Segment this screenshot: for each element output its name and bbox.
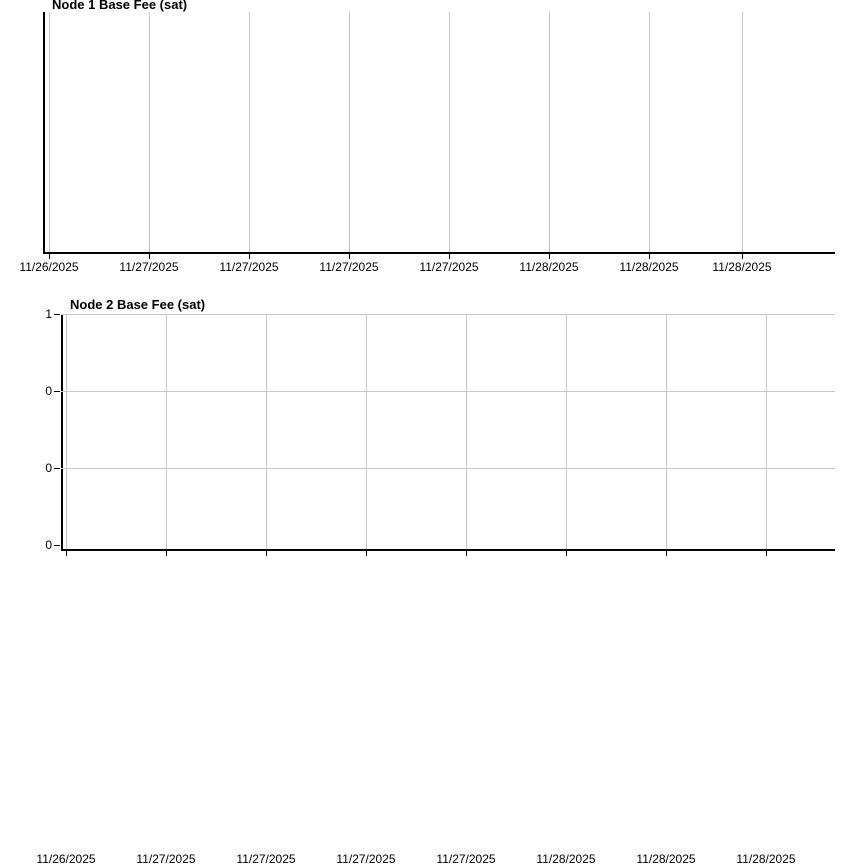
chart-1-x-tick: [149, 254, 150, 259]
chart-1-x-axis-label: 11/28/2025: [519, 260, 579, 274]
chart-1-plot-area: [43, 12, 835, 259]
chart-2-gridline-v: [766, 314, 767, 549]
chart-2-y-axis-label: 1: [45, 307, 52, 321]
chart-1-x-tick: [742, 254, 743, 259]
chart-2-gridline-v: [466, 314, 467, 549]
chart-1-gridline-v: [249, 12, 250, 252]
chart-1-x-tick: [549, 254, 550, 259]
chart-2-x-tick: [766, 551, 767, 556]
chart-2-x-axis-label: 11/27/2025: [236, 852, 296, 866]
chart-2-x-tick: [466, 551, 467, 556]
chart-1-x-axis-line: [43, 252, 835, 254]
chart-1-gridline-v: [49, 12, 50, 252]
chart-1-gridline-v: [549, 12, 550, 252]
chart-2-gridline-v: [366, 314, 367, 549]
chart-1-x-tick: [249, 254, 250, 259]
chart-2-plot-area: [54, 314, 835, 556]
chart-2-title: Node 2 Base Fee (sat): [70, 297, 206, 312]
chart-2-y-tick: [54, 545, 60, 546]
chart-2-y-axis-label: 0: [45, 384, 52, 398]
chart-1-title: Node 1 Base Fee (sat): [52, 0, 188, 12]
chart-1-x-axis-label: 11/28/2025: [712, 260, 772, 274]
chart-node-1-base-fee: Node 1 Base Fee (sat) 11/26/2025 11/27/2…: [0, 0, 860, 296]
chart-2-gridline-v: [66, 314, 67, 549]
chart-2-x-tick: [66, 551, 67, 556]
chart-2-y-tick: [54, 391, 60, 392]
chart-2-gridline-v: [666, 314, 667, 549]
chart-1-x-tick: [649, 254, 650, 259]
chart-1-series-node-1: [43, 12, 835, 252]
chart-2-gridline-v: [266, 314, 267, 549]
chart-1-x-axis-label: 11/26/2025: [19, 260, 79, 274]
chart-2-gridline-v: [166, 314, 167, 549]
chart-1-x-axis-label: 11/27/2025: [419, 260, 479, 274]
chart-2-gridline-h: [61, 391, 835, 392]
chart-2-x-tick: [666, 551, 667, 556]
chart-2-y-axis-line: [61, 314, 63, 551]
chart-2-x-axis-label: 11/28/2025: [736, 852, 796, 866]
chart-1-gridline-v: [649, 12, 650, 252]
chart-1-gridline-v: [449, 12, 450, 252]
chart-1-x-axis-label: 11/27/2025: [219, 260, 279, 274]
chart-2-x-axis-label: 11/26/2025: [36, 852, 96, 866]
chart-2-x-axis-label: 11/28/2025: [536, 852, 596, 866]
chart-2-y-axis-label: 0: [45, 538, 52, 552]
chart-2-x-axis-label: 11/27/2025: [336, 852, 396, 866]
chart-2-y-axis-label: 0: [45, 461, 52, 475]
chart-2-x-tick: [266, 551, 267, 556]
chart-2-x-tick: [566, 551, 567, 556]
chart-1-x-tick: [349, 254, 350, 259]
chart-1-gridline-v: [349, 12, 350, 252]
chart-2-x-axis-label: 11/28/2025: [636, 852, 696, 866]
chart-2-series-node-2: [61, 314, 835, 549]
chart-2-gridline-h: [61, 468, 835, 469]
chart-1-x-tick: [449, 254, 450, 259]
chart-2-x-axis-label: 11/27/2025: [436, 852, 496, 866]
chart-1-y-axis-line: [43, 12, 45, 254]
chart-1-gridline-v: [742, 12, 743, 252]
chart-node-2-base-fee: Node 2 Base Fee (sat) 1 0 0 0 11/26/2025…: [0, 296, 860, 866]
chart-2-y-tick: [54, 468, 60, 469]
chart-1-x-axis-label: 11/27/2025: [319, 260, 379, 274]
chart-2-x-tick: [166, 551, 167, 556]
chart-2-y-tick: [54, 314, 60, 315]
chart-1-x-axis-label: 11/28/2025: [619, 260, 679, 274]
chart-2-x-tick: [366, 551, 367, 556]
chart-2-x-axis-line: [61, 549, 835, 551]
chart-1-x-tick: [49, 254, 50, 259]
chart-2-x-axis-label: 11/27/2025: [136, 852, 196, 866]
chart-1-gridline-v: [149, 12, 150, 252]
chart-1-x-axis-label: 11/27/2025: [119, 260, 179, 274]
chart-2-gridline-v: [566, 314, 567, 549]
chart-2-gridline-h: [61, 314, 835, 315]
